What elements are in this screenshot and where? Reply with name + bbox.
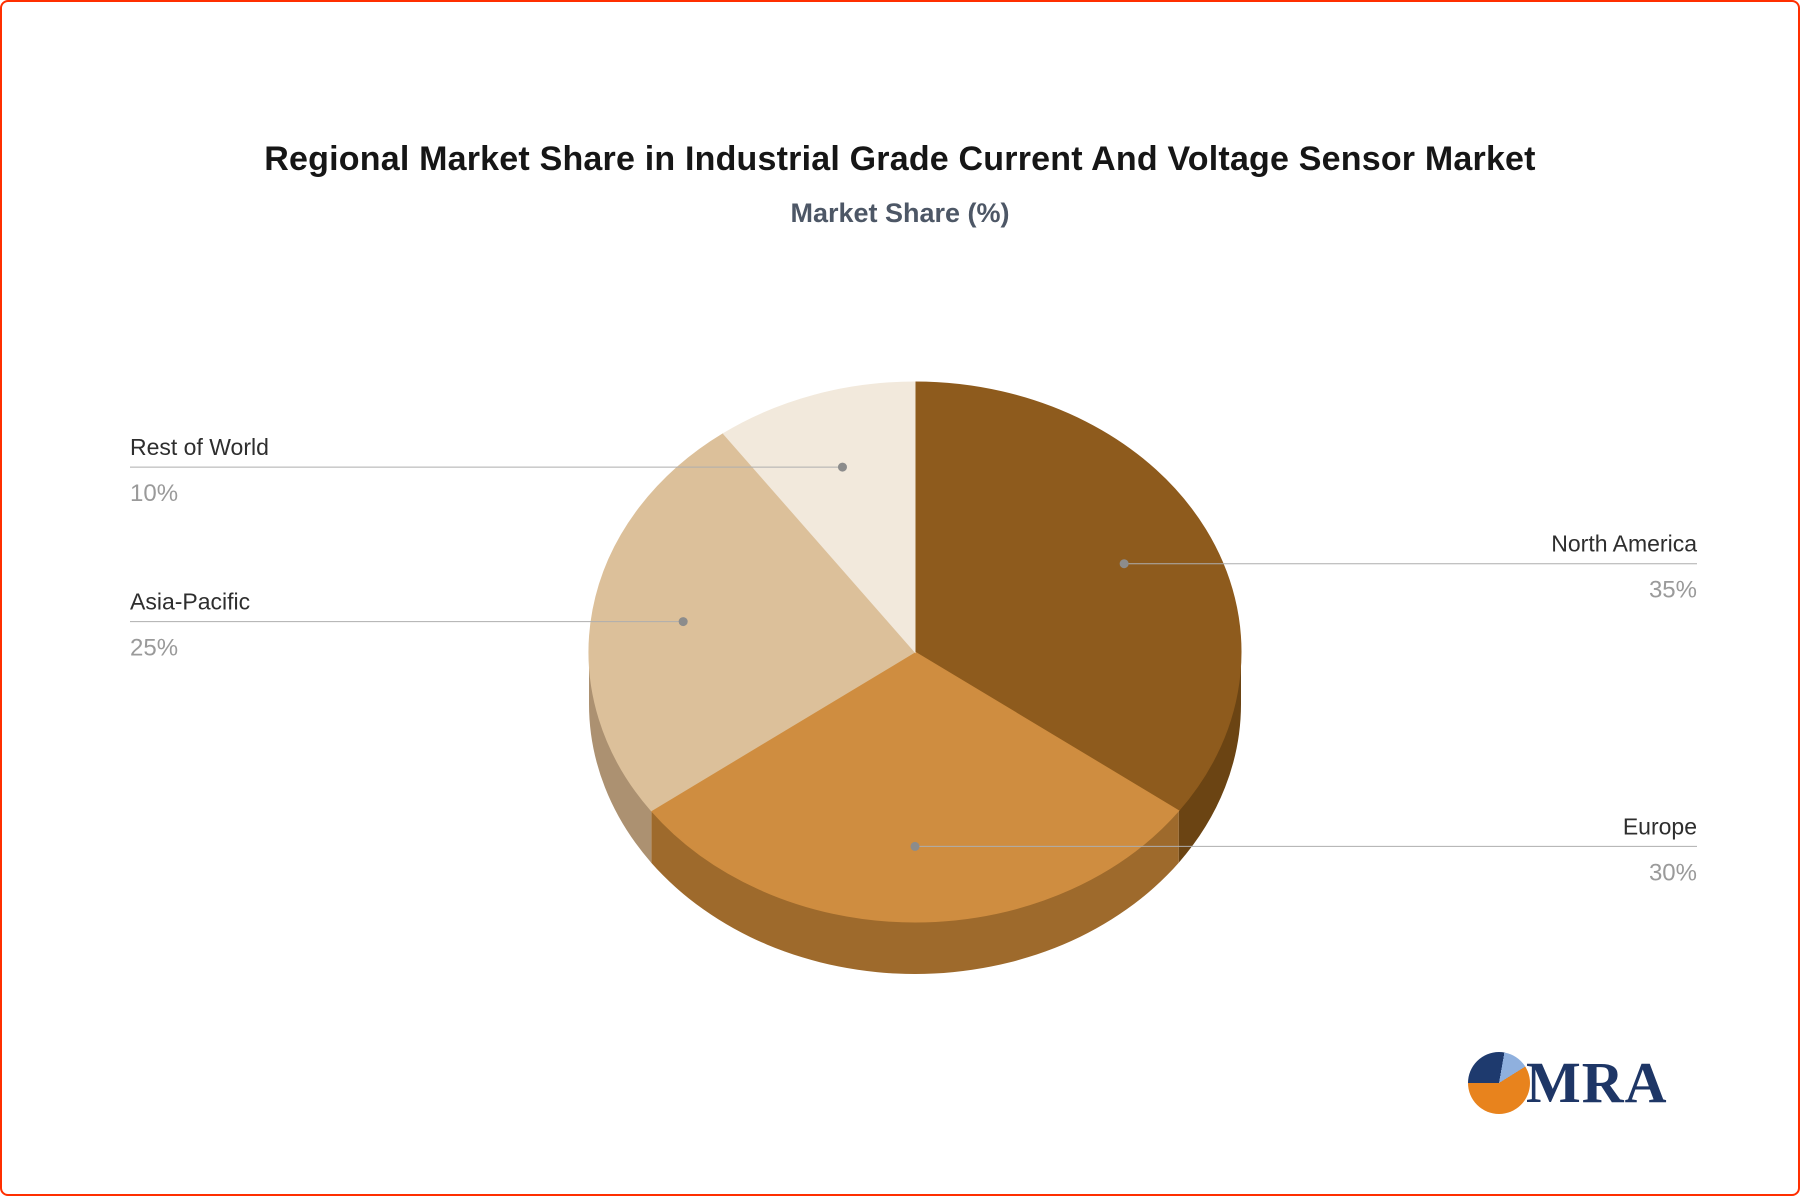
leader-dot-north-america bbox=[1119, 559, 1129, 569]
leader-dot-rest-of-world bbox=[837, 462, 847, 472]
slice-value-rest-of-world: 10% bbox=[130, 480, 178, 507]
slice-label-europe: Europe bbox=[1623, 813, 1697, 839]
pie-slice-asia-pacific bbox=[588, 432, 916, 812]
slice-value-north-america: 35% bbox=[1649, 577, 1697, 604]
brand-logo-pie-icon bbox=[1468, 1052, 1530, 1114]
pie-slice-side-europe bbox=[651, 810, 1179, 974]
brand-logo-text: MRA bbox=[1526, 1050, 1668, 1115]
pie-slice-north-america bbox=[914, 381, 1242, 812]
pie-slice-rest-of-world bbox=[722, 381, 916, 654]
slice-value-asia-pacific: 25% bbox=[130, 635, 178, 662]
pie-slice-side-north-america bbox=[1178, 652, 1241, 863]
chart-subtitle: Market Share (%) bbox=[790, 198, 1010, 228]
pie-slice-europe bbox=[650, 651, 1180, 923]
slice-value-europe: 30% bbox=[1649, 859, 1697, 886]
slice-label-rest-of-world: Rest of World bbox=[130, 434, 269, 460]
slice-label-north-america: North America bbox=[1551, 531, 1697, 557]
slice-label-asia-pacific: Asia-Pacific bbox=[130, 589, 250, 615]
chart-title: Regional Market Share in Industrial Grad… bbox=[264, 140, 1536, 178]
brand-logo: MRA bbox=[1468, 1052, 1668, 1114]
leader-dot-europe bbox=[910, 841, 920, 851]
leader-dot-asia-pacific bbox=[678, 617, 688, 627]
pie-slice-side-asia-pacific bbox=[589, 652, 652, 863]
